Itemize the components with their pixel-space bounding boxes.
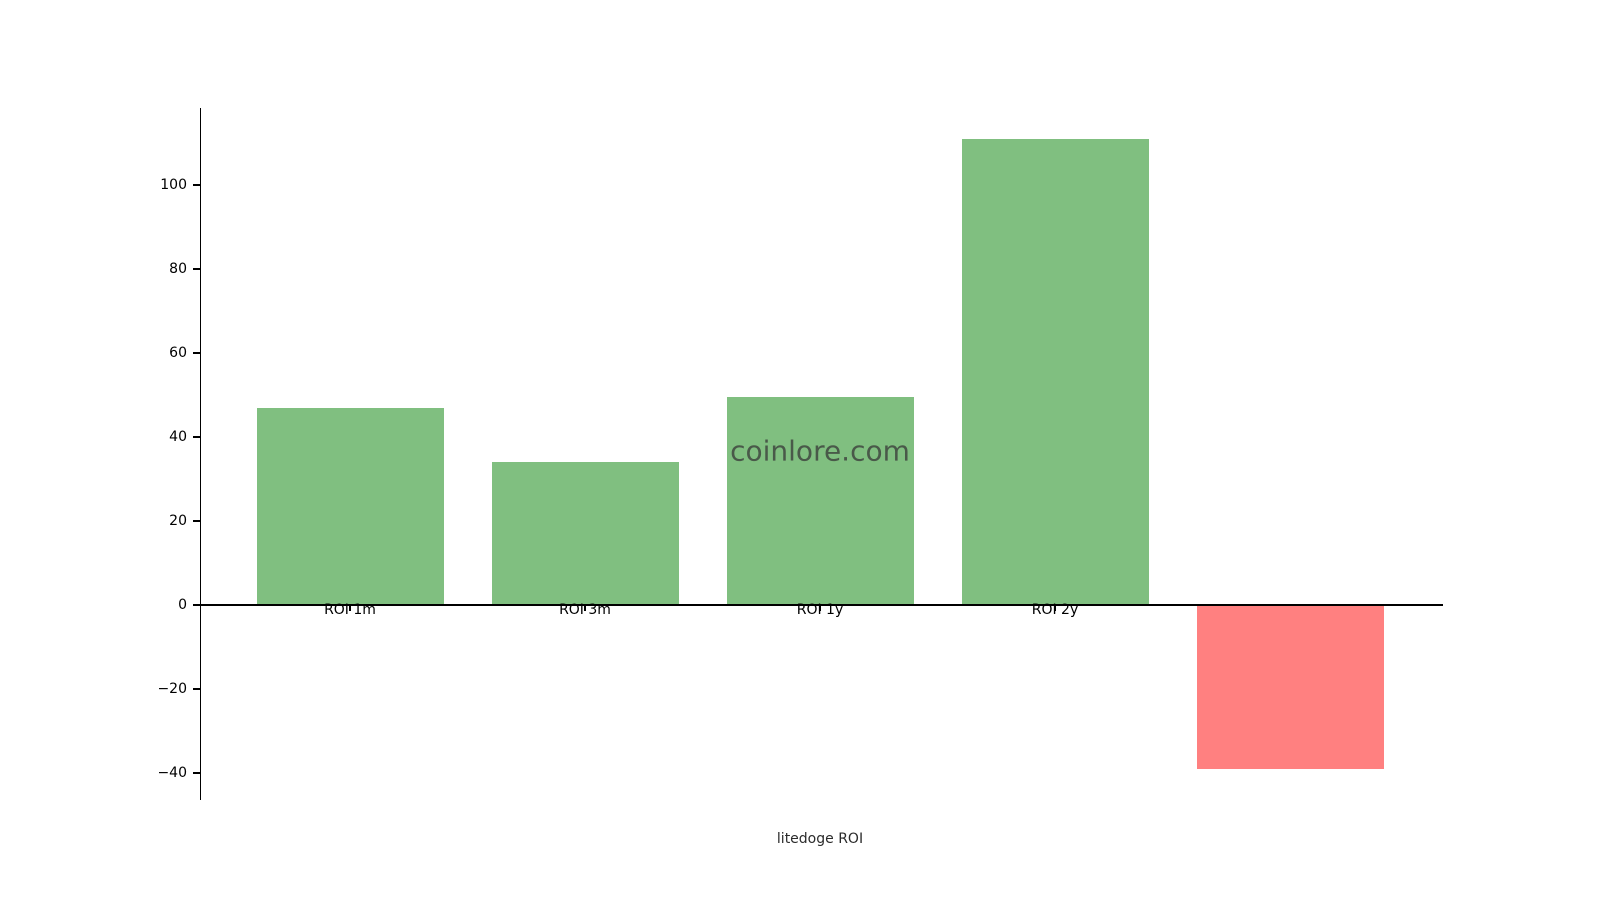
- chart-title: litedoge ROI: [776, 831, 864, 847]
- x-tick-mark: [584, 605, 586, 611]
- y-tick-mark: [193, 268, 200, 270]
- y-tick-mark: [193, 688, 200, 690]
- y-tick-label: 60: [169, 345, 187, 361]
- bar-roi-1y: [726, 397, 914, 605]
- x-tick-label: ROI 2y: [1031, 602, 1079, 618]
- y-tick-mark: [193, 520, 200, 522]
- y-tick-mark: [193, 352, 200, 354]
- y-axis-line: [200, 108, 202, 801]
- x-tick-mark: [349, 605, 351, 611]
- bar-roi-3m: [491, 462, 679, 605]
- y-tick-label: −20: [157, 681, 187, 697]
- x-tick-label: ROI 1y: [796, 602, 844, 618]
- bar-roi-2y: [961, 138, 1149, 605]
- x-axis-line: [200, 604, 1443, 606]
- x-tick-label: ROI 1m: [324, 602, 376, 618]
- x-tick-mark: [819, 605, 821, 611]
- y-tick-label: 0: [178, 597, 187, 613]
- y-tick-mark: [193, 772, 200, 774]
- y-tick-label: −40: [157, 765, 187, 781]
- y-tick-label: 20: [169, 513, 187, 529]
- x-tick-label: ROI 3m: [559, 602, 611, 618]
- y-tick-label: 80: [169, 261, 187, 277]
- x-tick-mark: [1054, 605, 1056, 611]
- y-tick-mark: [193, 604, 200, 606]
- y-tick-label: 40: [169, 429, 187, 445]
- y-tick-label: 100: [160, 177, 187, 193]
- bar-unlabeled: [1196, 605, 1384, 769]
- bar-roi-1m: [256, 407, 444, 605]
- y-tick-mark: [193, 436, 200, 438]
- watermark-text: coinlore.com: [730, 434, 910, 468]
- y-tick-mark: [193, 184, 200, 186]
